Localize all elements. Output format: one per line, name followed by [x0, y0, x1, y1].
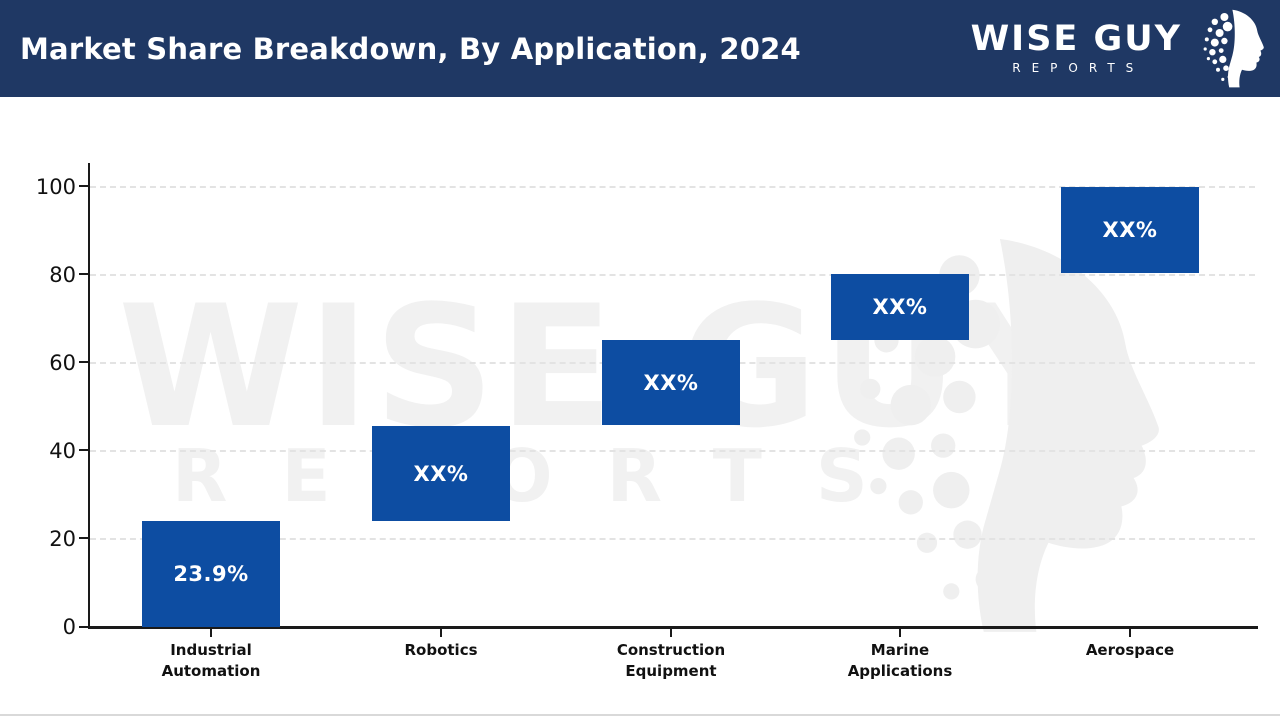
x-label-marine-applications: Marine Applications — [790, 640, 1010, 682]
x-tickmark-robotics — [440, 629, 442, 637]
logo-wordmark: WISE GUY — [970, 19, 1182, 59]
gridline-20 — [90, 538, 1255, 540]
x-label-line: Construction — [616, 641, 726, 659]
x-label-construction-equipment: Construction Equipment — [561, 640, 781, 682]
bar-aerospace: XX% — [1061, 187, 1199, 273]
x-label-line: Applications — [847, 662, 953, 680]
y-tickmark-0 — [79, 626, 88, 628]
y-tick-label-20: 20 — [49, 527, 76, 551]
gridline-80 — [90, 274, 1255, 276]
header-bar: Market Share Breakdown, By Application, … — [0, 0, 1280, 97]
y-tickmark-20 — [79, 537, 88, 539]
x-tickmark-aerospace — [1129, 629, 1131, 637]
bar-construction-equipment: XX% — [602, 340, 740, 425]
x-axis-spine — [88, 626, 1258, 629]
x-tickmark-construction-equipment — [670, 629, 672, 637]
x-label-aerospace: Aerospace — [1020, 640, 1240, 661]
x-label-robotics: Robotics — [331, 640, 551, 661]
y-tick-label-100: 100 — [35, 175, 76, 199]
gridline-40 — [90, 450, 1255, 452]
y-tick-label-60: 60 — [49, 351, 76, 375]
bar-industrial-automation: 23.9% — [142, 521, 280, 627]
bottom-rule — [0, 714, 1280, 716]
bar-value-label: XX% — [413, 461, 469, 486]
bar-robotics: XX% — [372, 426, 510, 521]
logo-subtitle: REPORTS — [1012, 61, 1145, 75]
logo-text: WISE GUY REPORTS — [970, 19, 1182, 76]
bar-marine-applications: XX% — [831, 274, 969, 340]
page-title: Market Share Breakdown, By Application, … — [20, 31, 801, 66]
x-label-line: Marine — [870, 641, 930, 659]
y-tick-label-80: 80 — [49, 263, 76, 287]
y-axis-spine — [88, 163, 90, 628]
watermark-subtitle: REPORTS — [172, 434, 922, 518]
x-label-industrial-automation: Industrial Automation — [101, 640, 321, 682]
x-label-line: Aerospace — [1085, 641, 1175, 659]
bar-value-label: XX% — [643, 370, 699, 395]
x-tickmark-industrial-automation — [210, 629, 212, 637]
y-tickmark-100 — [79, 185, 88, 187]
gridline-100 — [90, 186, 1255, 188]
bar-value-label: 23.9% — [173, 562, 249, 586]
y-tickmark-60 — [79, 361, 88, 363]
y-tick-label-0: 0 — [62, 615, 76, 639]
y-tickmark-40 — [79, 449, 88, 451]
y-tickmark-80 — [79, 273, 88, 275]
logo-head-icon — [1184, 9, 1268, 89]
x-tickmark-marine-applications — [899, 629, 901, 637]
wise-guy-logo: WISE GUY REPORTS — [971, 9, 1268, 89]
bar-value-label: XX% — [1102, 218, 1158, 242]
bar-value-label: XX% — [872, 295, 928, 319]
x-label-line: Automation — [161, 662, 261, 680]
x-label-line: Industrial — [170, 641, 252, 659]
x-label-line: Robotics — [404, 641, 478, 659]
y-tick-label-40: 40 — [49, 439, 76, 463]
x-label-line: Equipment — [625, 662, 717, 680]
